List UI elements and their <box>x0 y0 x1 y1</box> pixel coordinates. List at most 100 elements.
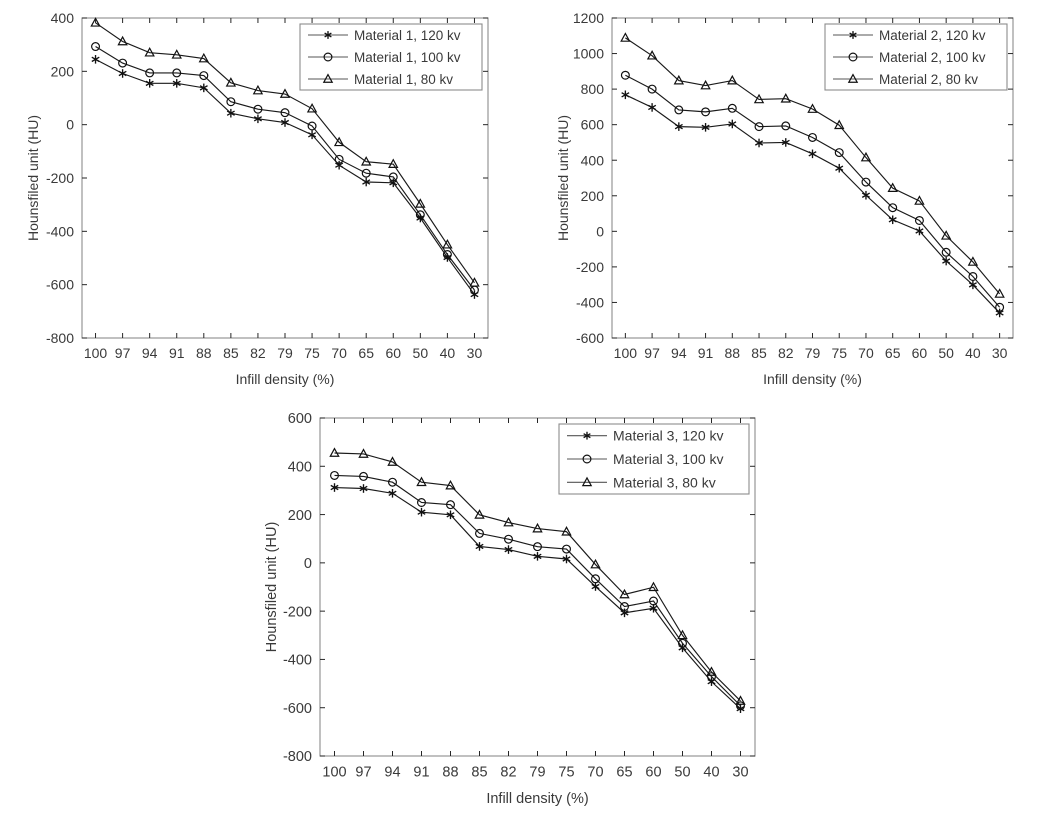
data-point <box>172 79 181 88</box>
series-line <box>95 46 475 291</box>
y-tick-label: 1000 <box>573 46 604 62</box>
data-point <box>942 256 951 266</box>
x-tick-label: 82 <box>500 765 516 781</box>
legend-entry[interactable]: Material 2, 100 kv <box>833 50 986 65</box>
legend-entry[interactable]: Material 3, 120 kv <box>567 428 724 444</box>
data-point <box>835 163 844 173</box>
legend-entry[interactable]: Material 2, 80 kv <box>833 72 978 87</box>
data-point <box>941 247 951 257</box>
data-point <box>253 104 263 114</box>
legend-label: Material 3, 120 kv <box>613 428 724 444</box>
data-point <box>701 123 710 132</box>
x-tick-label: 85 <box>751 345 767 361</box>
data-point <box>781 138 790 147</box>
series-line <box>95 22 475 284</box>
data-point <box>417 507 426 517</box>
data-point <box>306 103 318 113</box>
x-tick-label: 40 <box>703 765 719 781</box>
legend-entry[interactable]: Material 3, 100 kv <box>567 451 724 467</box>
x-tick-label: 85 <box>471 765 487 781</box>
data-point <box>590 558 601 569</box>
x-tick-label: 60 <box>385 345 401 361</box>
data-point <box>887 182 898 193</box>
series-triangle <box>329 447 746 705</box>
x-axis-title: Infill density (%) <box>763 371 862 387</box>
chart-panel-material-3: 600 400 200 0 -200 -400 -600 -800 100 97 94 91 88 85 8… <box>220 396 780 816</box>
y-tick-label: 0 <box>66 117 74 133</box>
data-point <box>780 93 791 103</box>
data-point <box>914 195 925 205</box>
legend-entry[interactable]: Material 1, 100 kv <box>308 50 461 65</box>
y-axis: 400 200 0 -200 -400 -600 -800 <box>46 10 488 346</box>
y-tick-label: -200 <box>283 604 312 620</box>
x-tick-label: 91 <box>413 765 429 781</box>
x-tick-label: 82 <box>778 345 794 361</box>
legend-label: Material 1, 120 kv <box>354 28 461 43</box>
data-point <box>940 230 952 240</box>
data-point <box>888 215 897 225</box>
data-point <box>329 447 340 457</box>
y-tick-label: 600 <box>288 411 312 427</box>
legend-label: Material 3, 80 kv <box>613 474 716 490</box>
data-point <box>362 177 371 187</box>
data-point <box>648 581 659 592</box>
series-triangle <box>620 32 1005 298</box>
data-point <box>446 510 455 520</box>
data-point <box>118 58 128 68</box>
y-axis-title: Hounsfiled unit (HU) <box>555 115 571 241</box>
series-line <box>625 37 1001 295</box>
series-triangle <box>90 17 480 287</box>
legend-marker-star <box>324 31 332 39</box>
legend-entry[interactable]: Material 1, 120 kv <box>308 28 461 43</box>
legend-entry[interactable]: Material 1, 80 kv <box>308 72 453 87</box>
data-point <box>145 79 154 88</box>
x-tick-label: 94 <box>671 345 687 361</box>
data-point <box>620 70 630 80</box>
data-point <box>91 42 101 52</box>
legend-marker-circle <box>323 52 333 62</box>
data-point <box>359 484 368 493</box>
data-point <box>533 542 543 552</box>
x-tick-label: 65 <box>358 345 374 361</box>
data-point <box>754 122 764 132</box>
data-point <box>503 516 514 527</box>
data-point <box>994 288 1005 298</box>
data-point <box>968 271 978 281</box>
y-tick-label: -800 <box>283 749 312 765</box>
x-tick-label: 91 <box>169 345 185 361</box>
x-tick-label: 88 <box>442 765 458 781</box>
data-point <box>807 103 818 113</box>
x-tick-label: 60 <box>912 345 928 361</box>
data-point <box>280 118 290 127</box>
legend-marker-circle <box>582 454 592 464</box>
legend-label: Material 1, 80 kv <box>354 72 453 87</box>
x-tick-label: 70 <box>858 345 874 361</box>
legend-entry[interactable]: Material 2, 120 kv <box>833 28 986 43</box>
data-point <box>620 32 631 42</box>
x-axis-title: Infill density (%) <box>236 371 335 387</box>
data-point <box>199 83 208 93</box>
x-tick-label: 97 <box>115 345 131 361</box>
data-point <box>735 701 745 711</box>
data-point <box>888 203 898 213</box>
data-point <box>333 136 345 147</box>
data-point <box>388 158 399 169</box>
series-line <box>334 486 741 710</box>
y-tick-label: -600 <box>46 277 74 293</box>
chart-panel-material-1: 400 200 0 -200 -400 -600 -800 100 97 94 91 88 85 82 79… <box>10 0 510 390</box>
data-point <box>649 596 659 606</box>
chart-material-1: 400 200 0 -200 -400 -600 -800 100 97 94 91 88 85 82 79… <box>25 10 489 387</box>
data-point <box>388 172 398 182</box>
data-point <box>358 448 369 458</box>
x-tick-label: 79 <box>277 345 293 361</box>
x-tick-label: 94 <box>384 765 400 781</box>
data-point <box>674 105 684 115</box>
y-tick-label: 200 <box>581 188 605 204</box>
data-point <box>647 84 657 94</box>
y-axis: 1200 1000 800 600 400 200 0 -200 -400 -600 <box>573 10 1013 346</box>
data-point <box>145 68 155 78</box>
legend-entry[interactable]: Material 3, 80 kv <box>567 474 716 490</box>
series-circle <box>620 70 1005 312</box>
data-point <box>753 93 765 104</box>
data-point <box>307 121 317 131</box>
